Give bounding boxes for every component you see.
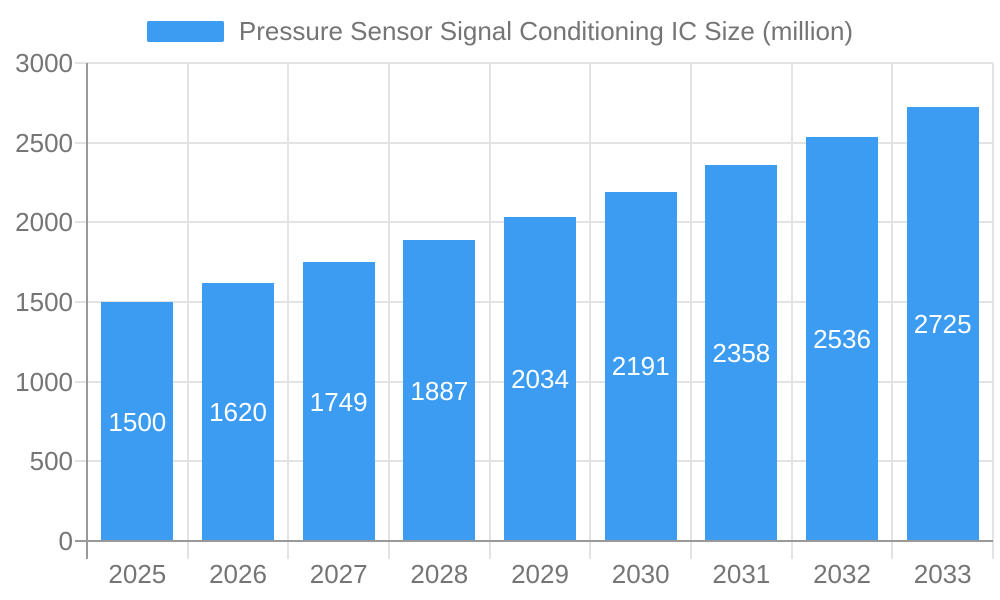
x-axis-tick — [790, 541, 793, 559]
y-axis-tick — [75, 221, 87, 224]
x-axis-tick — [690, 541, 692, 559]
gridline-vertical — [186, 63, 189, 541]
x-tick-label: 2025 — [108, 559, 167, 589]
y-axis-tick — [75, 301, 87, 303]
x-axis-tick — [891, 541, 894, 559]
bar-value-label: 2191 — [611, 351, 670, 382]
bar-value-label: 2725 — [913, 308, 972, 339]
y-axis-tick — [75, 380, 87, 383]
bar-2028[interactable] — [403, 240, 476, 541]
bar-value-label: 2358 — [712, 338, 771, 369]
bar-value-label: 2034 — [511, 363, 569, 394]
y-tick-label: 0 — [58, 526, 73, 556]
bar-2029[interactable] — [504, 216, 576, 541]
bar-2032[interactable] — [806, 136, 878, 541]
x-axis-tick — [186, 541, 189, 559]
y-tick-label: 1500 — [15, 287, 73, 317]
y-axis-line — [86, 63, 88, 559]
x-tick-label: 2029 — [511, 559, 569, 589]
y-tick-label: 2000 — [15, 207, 73, 238]
bar-2030[interactable] — [604, 191, 677, 541]
gridline-vertical — [891, 63, 894, 541]
gridline-horizontal — [87, 141, 993, 144]
bar-value-label: 1887 — [410, 375, 469, 406]
bar-value-label: 2536 — [813, 323, 871, 354]
x-tick-label: 2030 — [611, 559, 670, 589]
gridline-vertical — [388, 63, 390, 541]
bar-value-label: 1749 — [309, 386, 368, 417]
gridline-vertical — [589, 63, 592, 541]
bar-2033[interactable] — [906, 106, 979, 541]
bar-2026[interactable] — [202, 282, 274, 541]
x-axis-tick — [388, 541, 390, 559]
x-axis-tick — [488, 541, 491, 559]
legend-item[interactable]: Pressure Sensor Signal Conditioning IC S… — [0, 18, 1000, 44]
y-axis-tick — [75, 460, 87, 463]
x-tick-label: 2032 — [813, 559, 871, 589]
bar-value-label: 1620 — [209, 396, 267, 427]
gridline-horizontal — [87, 62, 993, 64]
legend-swatch — [146, 20, 224, 42]
x-tick-label: 2027 — [309, 559, 368, 589]
x-tick-label: 2033 — [913, 559, 972, 589]
x-axis-tick — [589, 541, 592, 559]
x-tick-label: 2031 — [712, 559, 771, 589]
gridline-vertical — [287, 63, 290, 541]
legend-label: Pressure Sensor Signal Conditioning IC S… — [238, 16, 854, 46]
x-tick-label: 2028 — [410, 559, 469, 589]
gridline-vertical — [790, 63, 793, 541]
y-axis-tick — [75, 62, 87, 64]
y-axis-tick — [75, 141, 87, 144]
bar-2025[interactable] — [101, 302, 174, 541]
x-axis-tick — [992, 541, 994, 559]
y-tick-label: 1000 — [15, 366, 73, 397]
x-tick-label: 2026 — [209, 559, 267, 589]
y-tick-label: 2500 — [15, 127, 73, 158]
gridline-vertical — [690, 63, 692, 541]
bar-2027[interactable] — [302, 262, 375, 541]
x-axis-line — [75, 540, 993, 542]
y-tick-label: 500 — [29, 446, 73, 477]
bar-2031[interactable] — [705, 165, 778, 541]
bar-value-label: 1500 — [108, 406, 167, 437]
gridline-vertical — [488, 63, 491, 541]
y-tick-label: 3000 — [15, 48, 73, 78]
x-axis-tick — [287, 541, 290, 559]
gridline-vertical — [992, 63, 994, 541]
